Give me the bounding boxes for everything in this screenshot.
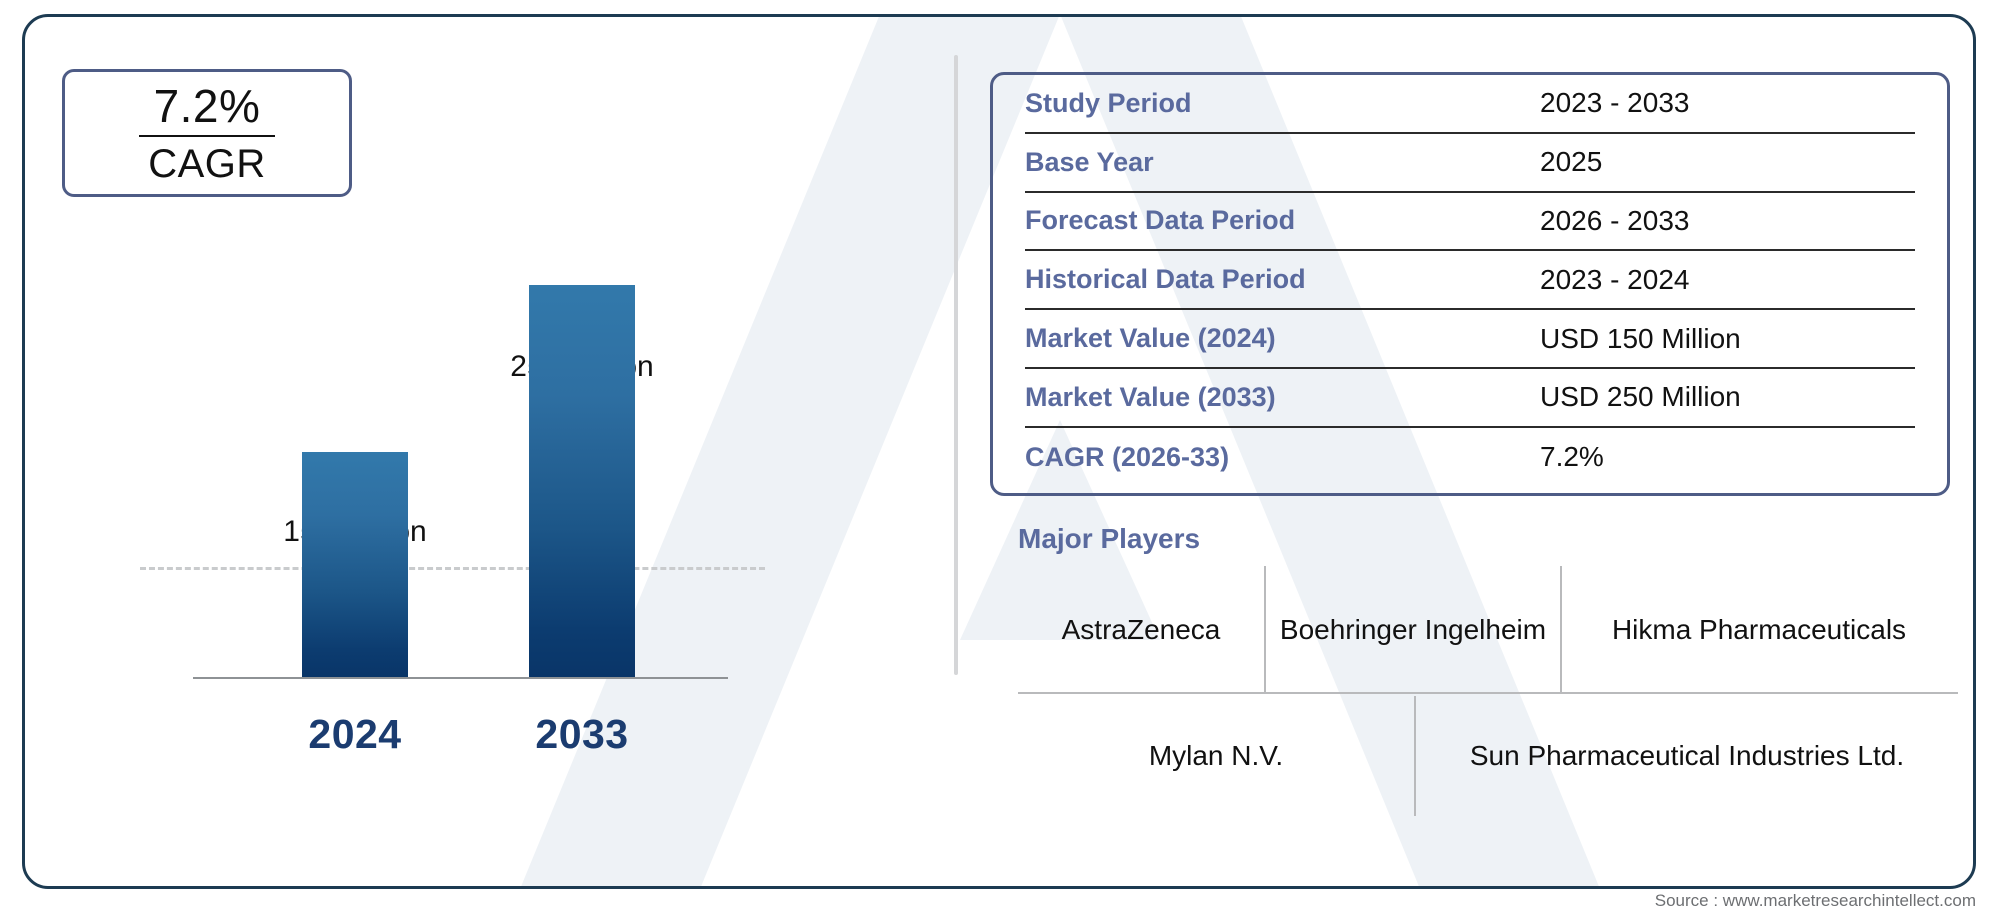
- table-row-key: Historical Data Period: [1025, 264, 1306, 295]
- table-row: CAGR (2026-33) 7.2%: [1025, 428, 1915, 487]
- cagr-value: 7.2%: [153, 79, 261, 132]
- major-player-item: Sun Pharmaceutical Industries Ltd.: [1414, 696, 1958, 816]
- table-row-value: 7.2%: [1540, 441, 1604, 473]
- table-row-key: Forecast Data Period: [1025, 205, 1296, 236]
- major-player-item: Mylan N.V.: [1148, 739, 1284, 771]
- table-row-value: 2023 - 2033: [1540, 87, 1690, 119]
- source-attribution: Source : www.marketresearchintellect.com: [1654, 891, 1976, 910]
- table-row-value: 2023 - 2024: [1540, 263, 1690, 295]
- chart-axis-line: [193, 677, 728, 679]
- market-size-bar-chart: 150 Million 250 Million 2024 2033: [60, 200, 900, 840]
- table-row-value: 2025: [1540, 146, 1603, 178]
- cagr-label: CAGR: [148, 141, 266, 186]
- table-row-key: Market Value (2024): [1025, 323, 1276, 354]
- major-player-item: Hikma Pharmaceuticals: [1611, 613, 1907, 645]
- cagr-divider: [139, 134, 275, 137]
- table-row: Market Value (2024) USD 150 Million: [1025, 310, 1915, 369]
- major-players-grid: AstraZeneca Boehringer Ingelheim Hikma P…: [1018, 566, 1958, 816]
- table-row: Study Period 2023 - 2033: [1025, 75, 1915, 134]
- table-row-key: Study Period: [1025, 87, 1192, 118]
- table-row-key: Market Value (2033): [1025, 381, 1276, 412]
- table-row-value: USD 250 Million: [1540, 381, 1741, 413]
- category-label-2024: 2024: [308, 711, 402, 757]
- major-players-row: AstraZeneca Boehringer Ingelheim Hikma P…: [1018, 566, 1958, 694]
- major-player-item: AstraZeneca: [1061, 613, 1221, 645]
- table-row-value: USD 150 Million: [1540, 322, 1741, 354]
- major-players-heading: Major Players: [1018, 523, 1201, 554]
- table-row-value: 2026 - 2033: [1540, 204, 1690, 236]
- major-player-item: Boehringer Ingelheim: [1264, 566, 1562, 694]
- table-row-key: Base Year: [1025, 146, 1154, 177]
- table-row: Base Year 2025: [1025, 134, 1915, 193]
- cagr-badge: 7.2% CAGR: [62, 69, 352, 197]
- table-row-key: CAGR (2026-33): [1025, 441, 1230, 472]
- category-label-2033: 2033: [535, 711, 629, 757]
- table-row: Historical Data Period 2023 - 2024: [1025, 251, 1915, 311]
- panel-divider: [954, 55, 958, 675]
- table-row: Market Value (2033) USD 250 Million: [1025, 369, 1915, 428]
- major-players-row: Mylan N.V. Sun Pharmaceutical Industries…: [1018, 696, 1958, 816]
- bar-2033: [529, 285, 635, 677]
- report-attributes-table: Study Period 2023 - 2033 Base Year 2025 …: [990, 72, 1950, 496]
- table-row: Forecast Data Period 2026 - 2033: [1025, 193, 1915, 252]
- bar-2024: [302, 452, 408, 677]
- reference-line: [140, 567, 765, 570]
